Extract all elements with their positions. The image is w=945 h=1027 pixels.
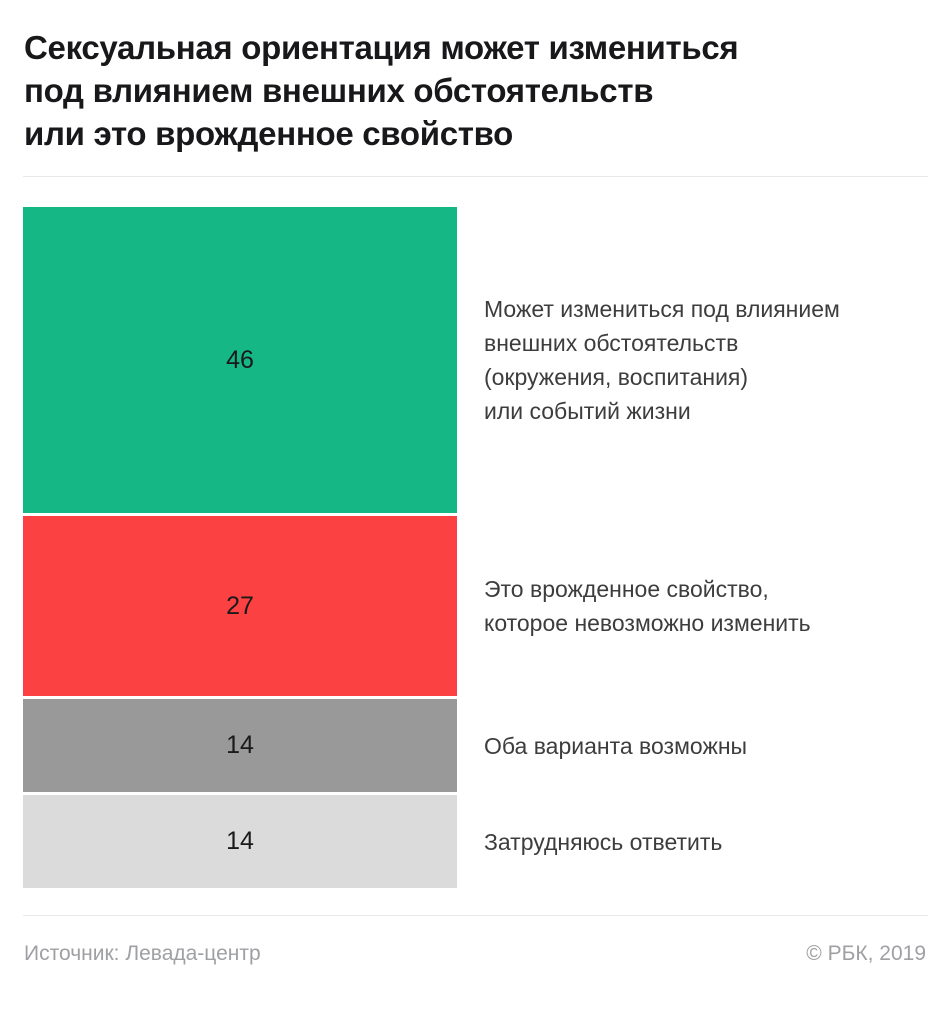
bar-segment-3: 14 — [23, 699, 457, 792]
copyright-label: © РБК, 2019 — [806, 942, 926, 965]
bar-value-4: 14 — [226, 827, 254, 855]
footer: Источник: Левада-центр © РБК, 2019 — [23, 942, 928, 966]
chart-row-2: 27 Это врожденное свойство, которое невоз… — [23, 516, 928, 696]
chart-row-1: 46 Может измениться под влиянием внешних … — [23, 207, 928, 513]
segment-label-3: Оба варианта возможны — [484, 732, 748, 759]
bar-value-2: 27 — [226, 591, 254, 620]
chart-row-3: 14 Оба варианта возможны — [23, 699, 928, 792]
segment-label-1: Может измениться под влиянием внешних об… — [484, 296, 840, 424]
source-label: Источник: Левада-центр — [24, 942, 261, 965]
segment-label-2: Это врожденное свойство, которое невозмо… — [484, 576, 811, 636]
chart-row-4: 14 Затрудняюсь ответить — [23, 795, 928, 888]
footer-divider — [23, 915, 928, 916]
bar-segment-2: 27 — [23, 516, 457, 696]
page: Сексуальная ориентация может измениться … — [0, 26, 945, 966]
stacked-bar-chart: 46 Может измениться под влиянием внешних … — [23, 207, 928, 888]
bar-value-1: 46 — [226, 345, 254, 374]
title-divider — [23, 176, 928, 177]
bar-segment-4: 14 — [23, 795, 457, 888]
bar-value-3: 14 — [226, 731, 254, 759]
page-title: Сексуальная ориентация может измениться … — [24, 29, 739, 152]
segment-label-4: Затрудняюсь ответить — [484, 828, 723, 855]
bar-segment-1: 46 — [23, 207, 457, 513]
